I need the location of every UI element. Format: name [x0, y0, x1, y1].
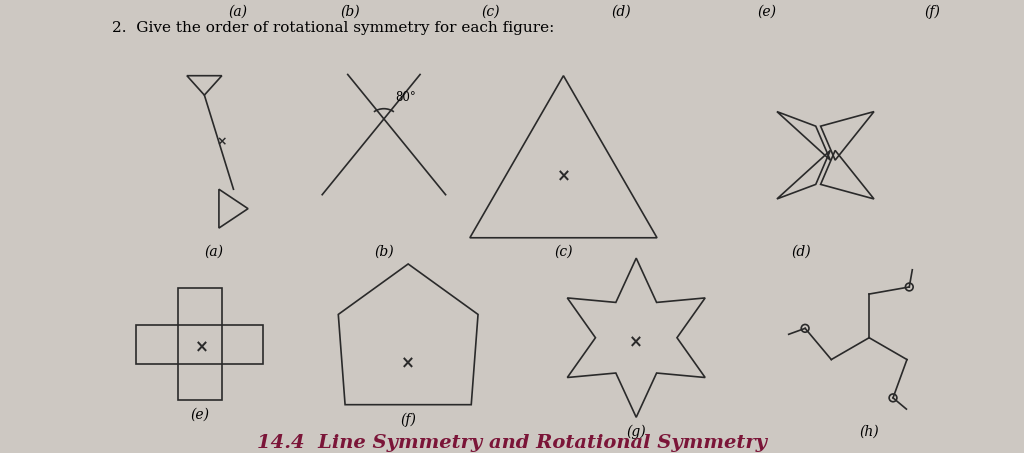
Text: ×: × — [401, 354, 415, 372]
Text: (f): (f) — [400, 412, 416, 427]
Text: ×: × — [630, 333, 643, 352]
Text: ×: × — [556, 167, 570, 185]
Text: (c): (c) — [554, 245, 572, 259]
Bar — [178, 288, 222, 400]
Text: (e): (e) — [190, 408, 209, 422]
Text: (c): (c) — [481, 5, 500, 19]
Text: (h): (h) — [859, 425, 879, 439]
Text: (g): (g) — [627, 425, 646, 439]
Bar — [136, 325, 262, 364]
Text: 2.  Give the order of rotational symmetry for each figure:: 2. Give the order of rotational symmetry… — [113, 21, 555, 35]
Text: (f): (f) — [925, 5, 940, 19]
Text: ×: × — [195, 338, 209, 357]
Text: (a): (a) — [205, 245, 223, 259]
Text: ×: × — [217, 135, 227, 149]
Text: 14.4  Line Symmetry and Rotational Symmetry: 14.4 Line Symmetry and Rotational Symmet… — [257, 434, 767, 452]
Text: (b): (b) — [374, 245, 393, 259]
Text: (a): (a) — [228, 5, 248, 19]
Text: 80°: 80° — [395, 91, 417, 104]
Text: (d): (d) — [612, 5, 632, 19]
Text: (e): (e) — [758, 5, 777, 19]
Text: (d): (d) — [792, 245, 811, 259]
Text: (b): (b) — [340, 5, 359, 19]
